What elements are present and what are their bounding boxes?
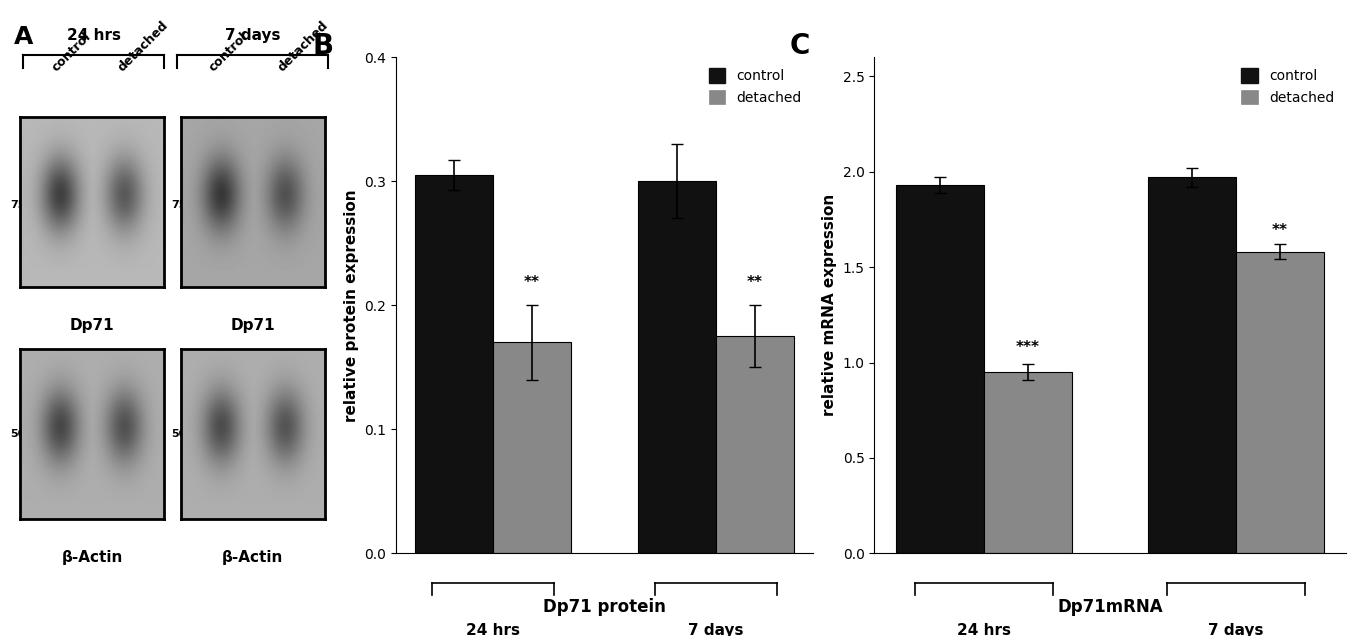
Bar (716, 336, 794, 553)
Y-axis label: relative mRNA expression: relative mRNA expression (822, 194, 837, 417)
Text: C: C (790, 32, 810, 60)
Text: A: A (14, 25, 33, 49)
Bar (493, 342, 571, 553)
Text: **: ** (525, 275, 540, 291)
Text: 50-: 50- (171, 429, 191, 439)
Legend: control, detached: control, detached (1238, 64, 1339, 109)
Text: 7 days: 7 days (225, 28, 280, 43)
Text: detached: detached (115, 18, 171, 74)
Bar (1147, 177, 1236, 553)
Y-axis label: relative protein expression: relative protein expression (344, 189, 359, 422)
Text: 24 hrs: 24 hrs (956, 623, 1011, 636)
Text: Dp71: Dp71 (70, 318, 115, 333)
X-axis label: Dp71mRNA: Dp71mRNA (1057, 598, 1162, 616)
Text: ***: *** (1016, 340, 1040, 355)
Bar (896, 185, 984, 553)
Text: 50-: 50- (10, 429, 30, 439)
Bar (638, 181, 716, 553)
Text: β-Actin: β-Actin (223, 550, 283, 565)
Bar (415, 175, 493, 553)
Legend: control, detached: control, detached (705, 64, 806, 109)
Text: B: B (313, 32, 333, 60)
Text: 24 hrs: 24 hrs (67, 28, 120, 43)
X-axis label: Dp71 protein: Dp71 protein (544, 598, 665, 616)
Text: **: ** (747, 275, 762, 291)
Text: Dp71: Dp71 (231, 318, 275, 333)
Bar (1236, 252, 1324, 553)
Text: β-Actin: β-Actin (61, 550, 123, 565)
Text: control: control (206, 30, 251, 74)
Text: detached: detached (276, 18, 331, 74)
Bar (984, 372, 1072, 553)
Text: 7 days: 7 days (1208, 623, 1264, 636)
Text: 24 hrs: 24 hrs (466, 623, 520, 636)
Text: **: ** (1272, 223, 1288, 238)
Text: control: control (49, 30, 93, 74)
Text: 75-: 75- (171, 200, 191, 210)
Text: 75-: 75- (10, 200, 30, 210)
Text: 7 days: 7 days (688, 623, 743, 636)
